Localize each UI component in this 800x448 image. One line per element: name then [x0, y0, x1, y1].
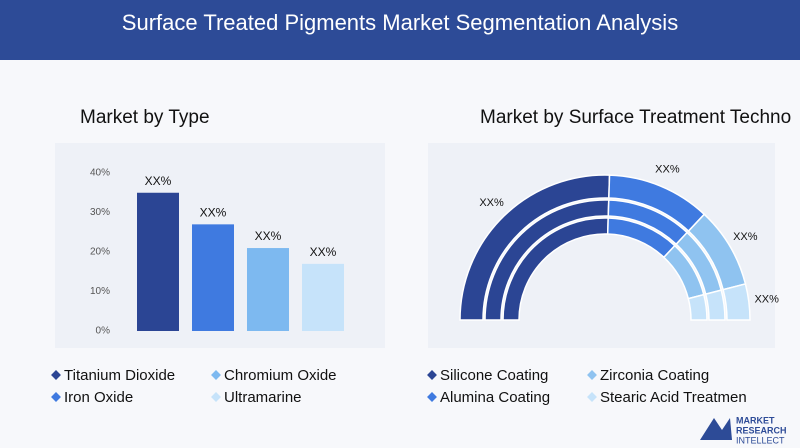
legend-label: Ultramarine: [224, 389, 302, 406]
logo-text: RESEARCH: [736, 425, 787, 435]
legend-marker: [427, 392, 437, 402]
chart-title: Market by Surface Treatment Techno: [480, 107, 791, 128]
y-tick-label: 30%: [90, 207, 110, 218]
data-label: XX%: [655, 163, 680, 175]
data-label: XX%: [733, 231, 758, 243]
bar: [247, 248, 289, 331]
logo-text: MARKET: [736, 415, 775, 425]
y-tick-label: 10%: [90, 286, 110, 297]
logo-text: INTELLECT: [736, 435, 785, 445]
y-tick-label: 0%: [96, 326, 111, 337]
data-label: XX%: [479, 197, 504, 209]
data-label: XX%: [754, 293, 779, 305]
legend-label: Iron Oxide: [64, 389, 133, 406]
legend-label: Alumina Coating: [440, 389, 550, 406]
page-title: Surface Treated Pigments Market Segmenta…: [122, 10, 678, 35]
legend-marker: [587, 370, 597, 380]
donut-segment: [687, 293, 708, 321]
data-label: XX%: [200, 206, 227, 220]
legend-label: Stearic Acid Treatmen: [600, 389, 747, 406]
donut-segment: [722, 283, 751, 321]
legend-label: Zirconia Coating: [600, 367, 709, 384]
data-label: XX%: [255, 229, 282, 243]
logo: MARKET RESEARCH INTELLECT: [700, 415, 787, 445]
logo-icon: [700, 418, 732, 440]
legend-label: Chromium Oxide: [224, 367, 337, 384]
data-label: XX%: [310, 245, 337, 259]
bar: [302, 263, 344, 331]
chart-title: Market by Type: [80, 107, 210, 128]
legend-label: Titanium Dioxide: [64, 367, 175, 384]
legend-marker: [211, 392, 221, 402]
donut-segment: [704, 289, 726, 321]
y-tick-label: 40%: [90, 168, 110, 179]
legend-label: Silicone Coating: [440, 367, 548, 384]
legend-marker: [587, 392, 597, 402]
y-tick-label: 20%: [90, 247, 110, 258]
legend-marker: [211, 370, 221, 380]
header: [0, 0, 800, 60]
bar: [192, 224, 234, 331]
data-label: XX%: [145, 174, 172, 188]
bar: [137, 192, 179, 331]
legend-marker: [427, 370, 437, 380]
